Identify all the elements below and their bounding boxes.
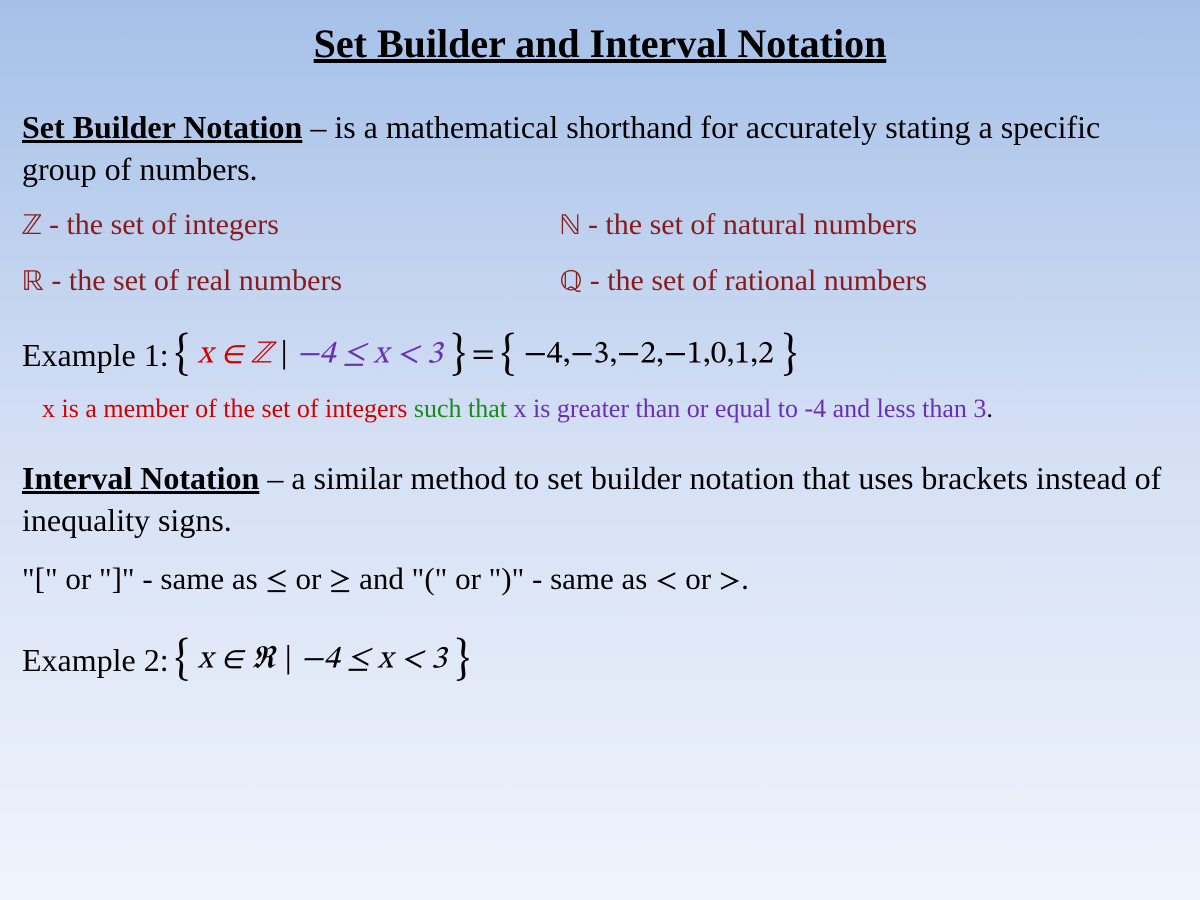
interval-term: Interval Notation	[22, 460, 259, 496]
bracket-explanation: "[" or "]" - same as ≤ or ≥ and "(" or "…	[22, 561, 1178, 601]
z-desc: - the set of integers	[41, 208, 278, 241]
ex2-lbrace-icon: {	[175, 637, 190, 683]
example-2-row: Example 2: { x ∈ ℜ | −4 ≤ x < 3 }	[22, 637, 1178, 683]
set-integers: ℤ - the set of integers	[22, 208, 560, 246]
rbrace2-icon: }	[782, 332, 797, 378]
set-rationals: ℚ - the set of rational numbers	[560, 264, 1178, 302]
desc-p2: such that	[407, 394, 513, 423]
le-symbol: ≤	[265, 566, 287, 597]
r-symbol: ℝ	[22, 268, 44, 298]
desc-p3: x is greater than or equal to -4 and les…	[514, 394, 987, 423]
set-naturals: ℕ - the set of natural numbers	[560, 208, 1178, 246]
rbrace-icon: }	[451, 332, 466, 378]
set-reals: ℝ - the set of real numbers	[22, 264, 560, 302]
ex2-cond: −4 ≤ x < 3	[301, 644, 447, 676]
br-t3: and "(" or ")" - same as	[351, 561, 655, 596]
ex1-xin: x ∈ ℤ	[198, 339, 272, 371]
desc-period: .	[986, 394, 993, 423]
lt-symbol: <	[655, 566, 677, 597]
example-1-description: x is a member of the set of integers suc…	[42, 392, 1158, 426]
set-builder-term: Set Builder Notation	[22, 109, 302, 145]
ex2-bar: |	[284, 644, 293, 676]
example-1-row: Example 1: { x ∈ ℤ | −4 ≤ x < 3 } = { −4…	[22, 332, 1178, 378]
br-t1: "[" or "]" - same as	[22, 561, 265, 596]
n-symbol: ℕ	[560, 212, 581, 242]
example-1-label: Example 1:	[22, 337, 169, 374]
br-period: .	[741, 561, 749, 596]
br-t2: or	[288, 561, 329, 596]
ex1-bar: |	[280, 339, 289, 371]
br-t4: or	[677, 561, 718, 596]
n-desc: - the set of natural numbers	[580, 208, 917, 241]
ex1-result: −4,−3,−2,−1,0,1,2	[524, 339, 774, 371]
q-desc: - the set of rational numbers	[582, 264, 927, 297]
r-desc: - the set of real numbers	[44, 264, 342, 297]
ge-symbol: ≥	[329, 566, 351, 597]
desc-p1: x is a member of the set of integers	[42, 394, 407, 423]
q-symbol: ℚ	[560, 268, 583, 298]
set-builder-definition: Set Builder Notation – is a mathematical…	[22, 107, 1178, 190]
ex1-cond: −4 ≤ x < 3	[296, 339, 442, 371]
sets-grid: ℤ - the set of integers ℕ - the set of n…	[22, 208, 1178, 302]
lbrace2-icon: {	[501, 332, 516, 378]
gt-symbol: >	[719, 566, 741, 597]
ex2-xin: x ∈ ℜ	[198, 644, 276, 676]
z-symbol: ℤ	[22, 212, 41, 242]
ex2-rbrace-icon: }	[455, 637, 470, 683]
interval-definition: Interval Notation – a similar method to …	[22, 458, 1178, 541]
lbrace-icon: {	[175, 332, 190, 378]
example-2-label: Example 2:	[22, 642, 169, 679]
ex1-eq: =	[472, 335, 495, 375]
page-title: Set Builder and Interval Notation	[22, 20, 1178, 67]
